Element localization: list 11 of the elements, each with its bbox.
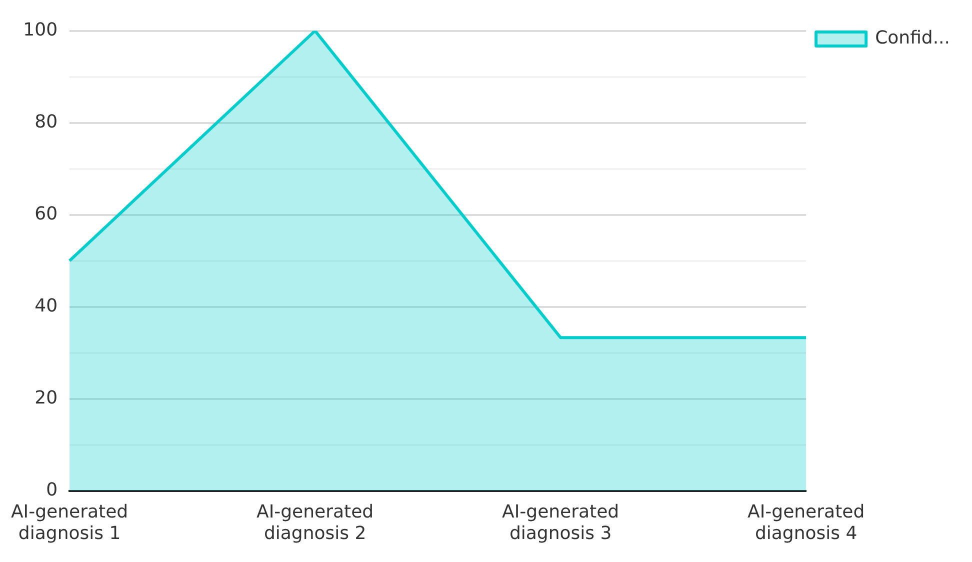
y-tick-label: 60 [34, 203, 58, 224]
x-tick-label: AI-generated diagnosis 2 [256, 501, 374, 544]
x-tick-label: AI-generated diagnosis 1 [10, 501, 128, 544]
y-tick-label: 80 [34, 111, 58, 132]
y-tick-label: 40 [34, 295, 58, 316]
y-tick-label: 0 [46, 479, 58, 500]
x-tick-label: AI-generated diagnosis 3 [502, 501, 620, 544]
y-tick-label: 100 [23, 19, 58, 40]
x-tick-label: AI-generated diagnosis 4 [748, 501, 865, 544]
legend-label: Confid... [875, 28, 950, 49]
y-tick-label: 20 [34, 387, 58, 408]
